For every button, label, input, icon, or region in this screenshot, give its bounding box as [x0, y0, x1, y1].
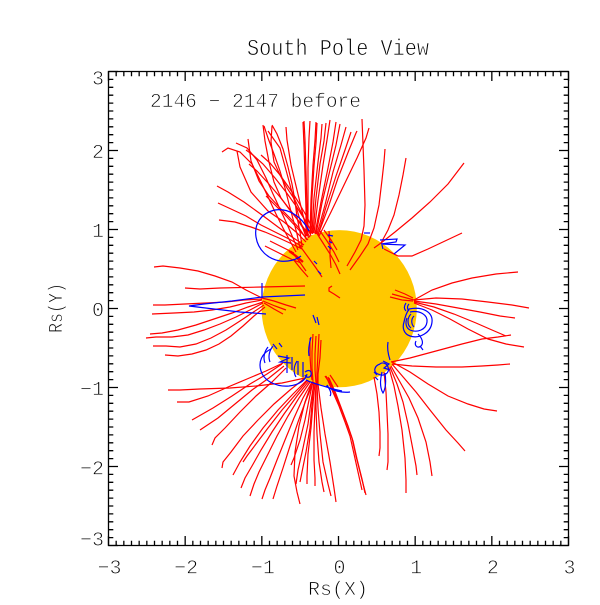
- svg-text:Rs(Y): Rs(Y): [46, 283, 69, 333]
- svg-text:0: 0: [333, 558, 345, 581]
- svg-text:0: 0: [92, 300, 104, 323]
- svg-text:2146 − 2147 before: 2146 − 2147 before: [150, 91, 361, 114]
- svg-text:South Pole View: South Pole View: [247, 36, 429, 62]
- svg-text:−1: −1: [251, 558, 275, 581]
- svg-text:2: 2: [92, 142, 104, 165]
- svg-text:−1: −1: [80, 379, 104, 402]
- svg-text:1: 1: [410, 558, 422, 581]
- svg-text:−3: −3: [97, 558, 121, 581]
- svg-text:Rs(X): Rs(X): [308, 579, 368, 600]
- svg-text:3: 3: [563, 558, 575, 581]
- svg-text:2: 2: [487, 558, 499, 581]
- svg-text:−2: −2: [80, 459, 104, 482]
- svg-text:3: 3: [92, 69, 104, 92]
- svg-text:−3: −3: [80, 530, 104, 553]
- svg-text:1: 1: [92, 221, 104, 244]
- svg-text:−2: −2: [174, 558, 198, 581]
